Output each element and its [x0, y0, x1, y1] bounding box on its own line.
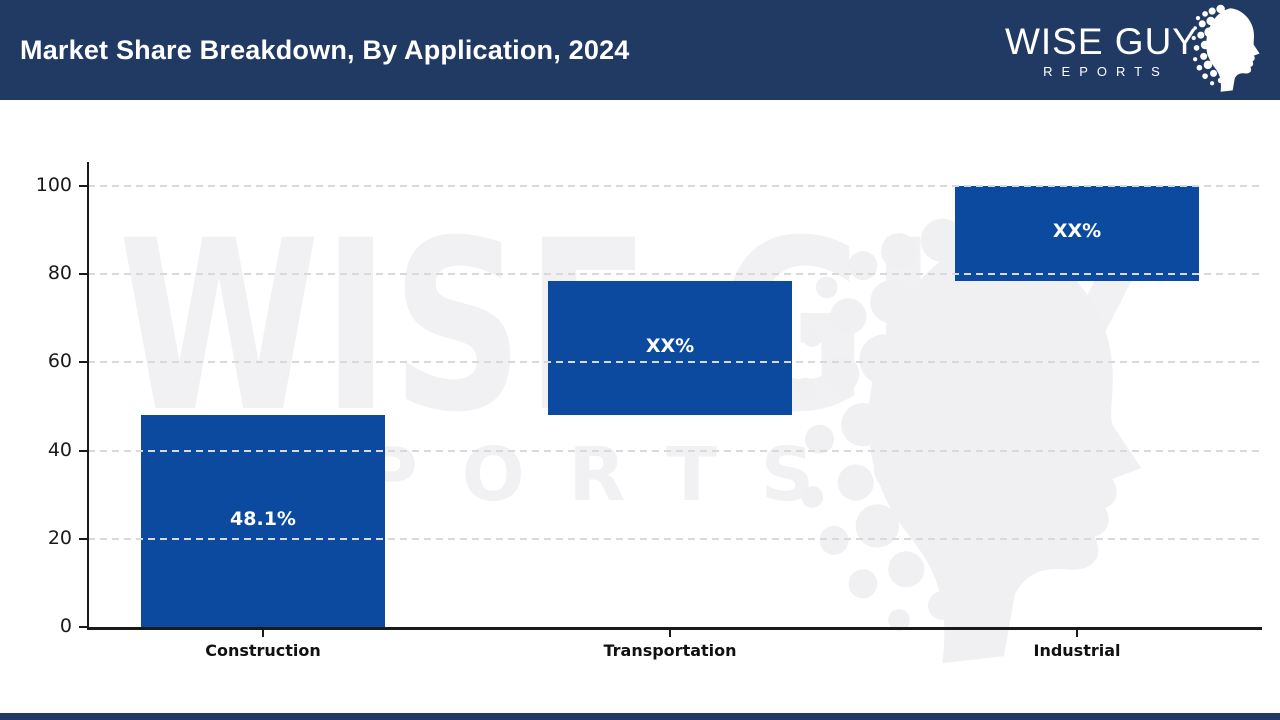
logo-subtitle: REPORTS: [1043, 63, 1169, 79]
wiseguy-face-icon: [1191, 4, 1260, 92]
page-title: Market Share Breakdown, By Application, …: [20, 34, 630, 65]
y-axis-tick: [79, 449, 88, 452]
bar-industrial: XX%: [955, 186, 1199, 281]
y-axis-tick-label: 80: [47, 262, 72, 285]
y-axis-tick: [79, 537, 88, 540]
header-banner: Market Share Breakdown, By Application, …: [0, 0, 1280, 100]
x-axis-tick: [669, 630, 671, 637]
y-axis-tick-label: 20: [47, 526, 72, 549]
chart-canvas: WISE GUY REPORTS 02040608010048.1%Constr…: [0, 100, 1280, 713]
y-axis-tick-label: 100: [35, 174, 72, 196]
gridline-40: [88, 449, 1262, 452]
x-axis-category-label: Construction: [205, 641, 321, 660]
x-axis-line: [87, 627, 1262, 630]
gridline-80: [88, 273, 1262, 276]
y-axis-line: [87, 162, 89, 629]
bar-value-label: XX%: [645, 334, 695, 357]
bar-value-label: 48.1%: [230, 507, 296, 530]
gridline-20: [88, 537, 1262, 540]
x-axis-tick: [1076, 630, 1078, 637]
y-axis-tick: [79, 273, 88, 276]
footer-bar: [0, 713, 1280, 720]
gridline-60: [88, 361, 1262, 364]
y-axis-tick: [79, 626, 88, 628]
gridline-100: [88, 185, 1262, 187]
bar-transportation: XX%: [548, 280, 792, 415]
bar-value-label: XX%: [1052, 220, 1102, 243]
logo-wordmark: WISE GUY: [1004, 20, 1198, 62]
x-axis-category-label: Transportation: [603, 641, 737, 660]
wiseguy-logo-text: WISE GUY REPORTS: [1005, 23, 1198, 78]
x-axis-tick: [262, 630, 264, 637]
wiseguy-logo: WISE GUY REPORTS: [1005, 4, 1280, 96]
y-axis-tick: [79, 361, 88, 364]
bar-construction: 48.1%: [141, 414, 385, 627]
x-axis-category-label: Industrial: [1033, 641, 1121, 660]
y-axis-tick-label: 0: [59, 615, 72, 637]
y-axis-tick-label: 60: [47, 350, 72, 373]
y-axis-tick-label: 40: [47, 438, 72, 461]
y-axis-tick: [79, 185, 88, 187]
